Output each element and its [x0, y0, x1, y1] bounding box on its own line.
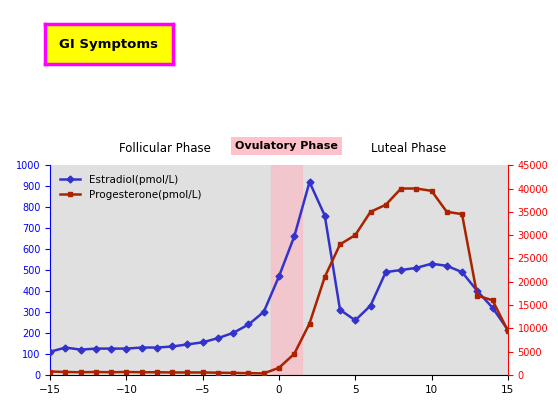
Text: Follicular Phase: Follicular Phase	[119, 141, 210, 155]
Text: GI Symptoms: GI Symptoms	[59, 38, 158, 51]
Text: Menstruation: Menstruation	[59, 92, 148, 105]
Bar	[271, 165, 302, 375]
Text: Ovulatory Phase: Ovulatory Phase	[235, 141, 338, 151]
Text: Luteal Phase: Luteal Phase	[371, 141, 446, 155]
Legend: Estradiol(pmol/L), Progesterone(pmol/L): Estradiol(pmol/L), Progesterone(pmol/L)	[55, 170, 205, 204]
